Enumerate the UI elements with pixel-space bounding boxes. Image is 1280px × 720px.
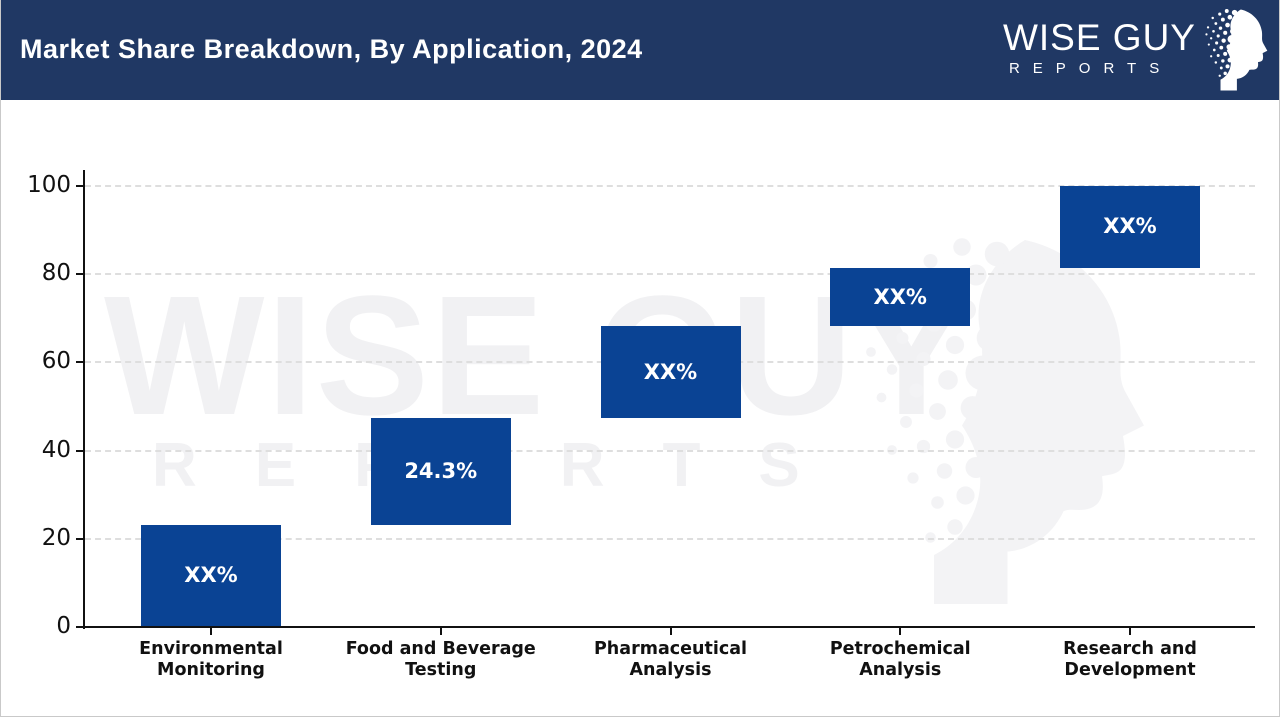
category-label-line: Testing bbox=[405, 660, 477, 680]
y-tickmark-0 bbox=[76, 626, 83, 628]
bar-value-label-2: 24.3% bbox=[404, 458, 478, 483]
bar-segment-5 bbox=[1060, 186, 1200, 268]
category-label-1: Environmental Monitoring bbox=[96, 639, 326, 681]
y-tick-label-80: 80 bbox=[41, 260, 71, 287]
wise-guy-reports-logo: WISE GUY REPORTS bbox=[1002, 4, 1274, 96]
category-label-line: Petrochemical bbox=[829, 639, 971, 659]
y-tickmark-100 bbox=[76, 185, 83, 187]
category-label-line: Environmental bbox=[139, 639, 283, 659]
x-tickmark-5 bbox=[1129, 628, 1131, 635]
logo-text: WISE GUY REPORTS bbox=[1002, 17, 1196, 78]
bar-value-label-4: XX% bbox=[873, 284, 927, 309]
y-tick-label-0: 0 bbox=[56, 613, 71, 639]
y-tick-label-60: 60 bbox=[41, 348, 71, 375]
header-band: Market Share Breakdown, By Application, … bbox=[0, 0, 1280, 100]
gridline-40 bbox=[85, 449, 1255, 452]
category-label-5: Research and Development bbox=[1015, 639, 1245, 681]
gridline-20 bbox=[85, 537, 1255, 540]
y-tickmark-40 bbox=[76, 449, 83, 452]
bar-segment-2 bbox=[370, 417, 511, 526]
logo-title: WISE GUY bbox=[1002, 17, 1196, 58]
bar-segment-1 bbox=[141, 525, 281, 627]
bar-value-label-1: XX% bbox=[184, 563, 238, 588]
category-label-line: Monitoring bbox=[157, 660, 265, 680]
category-label-line: Pharmaceutical bbox=[593, 639, 747, 659]
page-title: Market Share Breakdown, By Application, … bbox=[20, 34, 643, 64]
y-tickmark-60 bbox=[76, 361, 83, 364]
bar-value-label-3: XX% bbox=[643, 359, 698, 384]
category-label-line: Food and Beverage bbox=[345, 639, 536, 659]
x-tickmark-4 bbox=[899, 628, 902, 635]
x-tickmark-1 bbox=[210, 628, 212, 635]
gridline-80 bbox=[85, 273, 1255, 276]
x-tickmark-2 bbox=[439, 628, 442, 635]
category-label-line: Analysis bbox=[629, 660, 712, 680]
watermark-wiseguy-text: WISE GUY bbox=[104, 261, 971, 451]
y-tick-label-100: 100 bbox=[27, 172, 71, 198]
y-tick-label-40: 40 bbox=[41, 436, 71, 463]
y-axis-line bbox=[83, 170, 85, 629]
x-axis-line bbox=[83, 626, 1255, 628]
bar-value-label-5: XX% bbox=[1103, 214, 1157, 238]
y-tickmark-80 bbox=[76, 273, 83, 276]
category-label-line: Development bbox=[1064, 660, 1196, 680]
category-label-3: Pharmaceutical Analysis bbox=[556, 639, 786, 681]
y-tickmark-20 bbox=[76, 537, 83, 540]
category-label-line: Research and bbox=[1063, 639, 1197, 659]
category-label-4: Petrochemical Analysis bbox=[785, 639, 1015, 681]
y-tick-label-20: 20 bbox=[41, 524, 71, 551]
x-tickmark-3 bbox=[669, 628, 672, 635]
logo-subtitle: REPORTS bbox=[1008, 60, 1173, 77]
bar-segment-3 bbox=[600, 325, 741, 418]
gridline-100 bbox=[85, 185, 1255, 187]
bar-segment-4 bbox=[830, 267, 971, 326]
category-label-line: Analysis bbox=[859, 660, 942, 680]
category-label-2: Food and Beverage Testing bbox=[326, 639, 556, 681]
